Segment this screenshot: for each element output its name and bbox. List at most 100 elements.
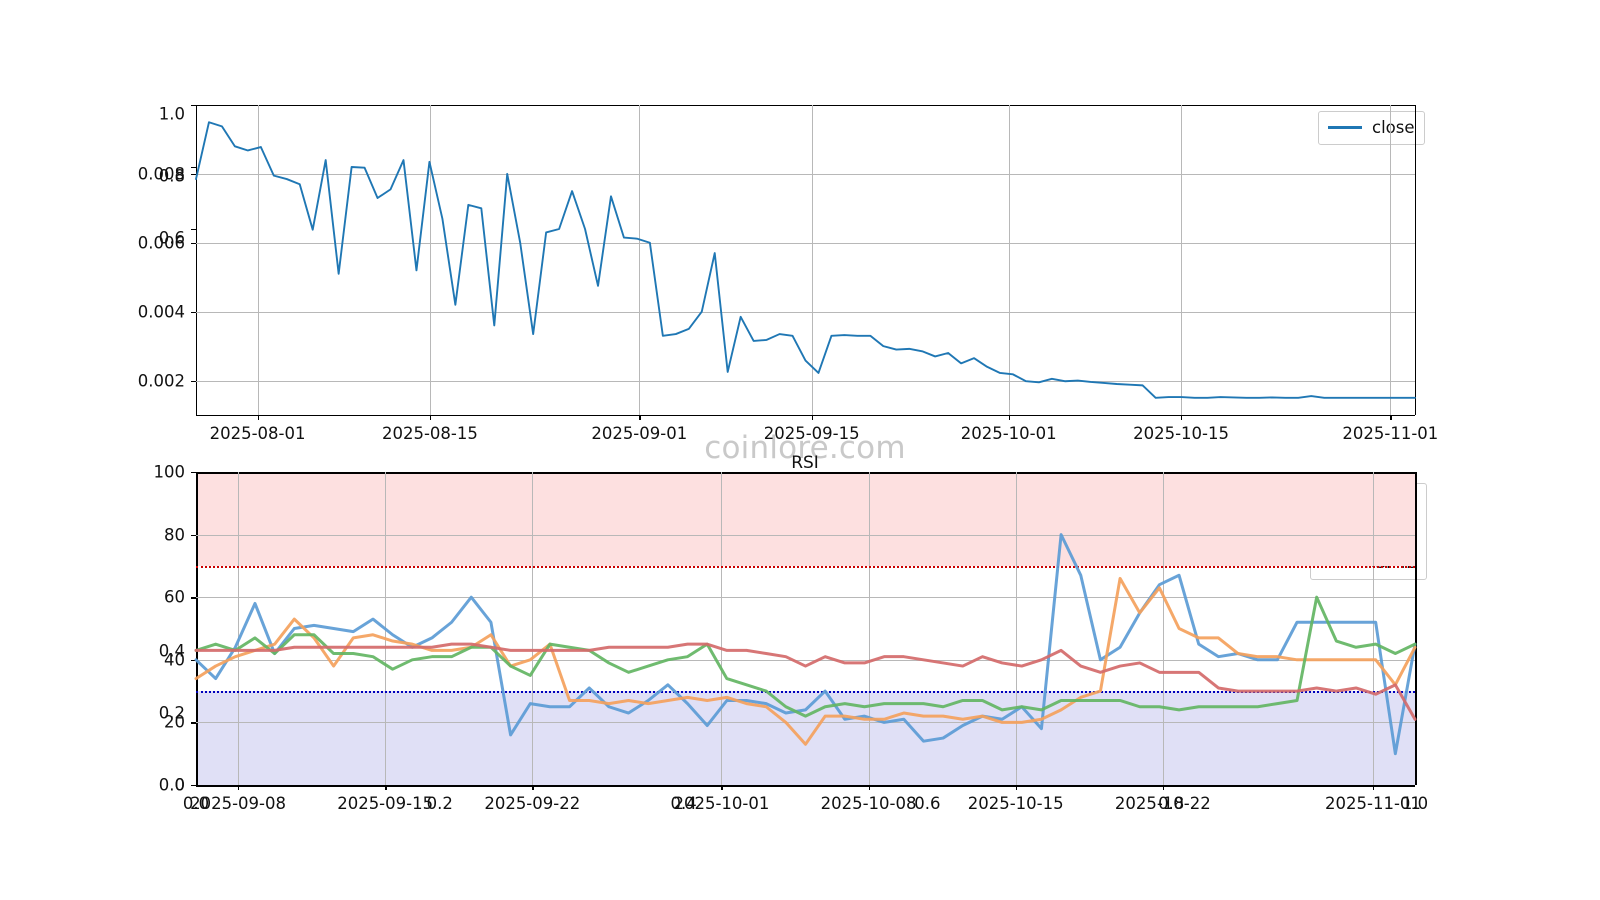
price-xtick-mark (1008, 415, 1011, 420)
rsi-gridline-h (196, 534, 1415, 536)
price-ytick2-mark (191, 229, 196, 231)
rsi-xtick-label: 2025-10-15 (967, 794, 1064, 813)
rsi-xtick-mark (868, 785, 870, 790)
price-legend[interactable]: close (1318, 111, 1425, 145)
price-ytick-mark (191, 380, 196, 382)
rsi-xtick2-label: 0.0 (182, 794, 210, 813)
price-ytick2-label: 0.8 (158, 166, 185, 186)
rsi-gridline-h (196, 722, 1415, 724)
price-xtick-label: 2025-09-01 (591, 424, 688, 443)
rsi-xtick2-label: 0.8 (1158, 794, 1185, 813)
rsi-ytick2-label: 0.0 (158, 775, 185, 795)
price-plot-area (196, 105, 1415, 415)
price-ytick-label: 0.004 (137, 302, 185, 322)
rsi-gridline-v (532, 472, 534, 785)
price-xtick-label: 2025-08-15 (381, 424, 478, 443)
rsi-xtick-label: 2025-09-08 (190, 794, 286, 813)
rsi-ytick-label: 100 (153, 462, 186, 482)
rsi-ytick-mark (191, 534, 196, 536)
price-chart-panel (0, 0, 1600, 450)
rsi-ytick-label: 20 (164, 712, 185, 732)
legend-swatch-close (1328, 126, 1362, 129)
rsi-gridline-v (1015, 472, 1017, 785)
rsi-xtick-mark (385, 785, 387, 790)
rsi-xtick-mark (532, 785, 534, 790)
rsi-xtick-mark (1162, 785, 1165, 790)
rsi-gridline-h (196, 659, 1415, 661)
price-gridline-h (196, 311, 1415, 313)
price-close-line (195, 121, 1416, 399)
rsi-line-rsi-42 (194, 642, 1417, 721)
rsi-oversold-line (196, 691, 1415, 694)
price-xtick-mark (811, 415, 814, 420)
rsi-ytick2-mark (191, 785, 196, 787)
rsi-axis-top (196, 472, 1415, 474)
rsi-xtick-mark (1372, 785, 1375, 790)
price-xtick-label: 2025-10-01 (960, 424, 1057, 443)
price-gridline-v (1390, 105, 1392, 415)
rsi-xtick2-label: 0.2 (426, 794, 453, 813)
rsi-gridline-v (868, 472, 870, 785)
rsi-axis-right (1415, 472, 1417, 785)
legend-item-close[interactable]: close (1328, 117, 1415, 138)
rsi-gridline-v (721, 472, 723, 785)
price-axis-right (1415, 105, 1417, 415)
rsi-line-rsi-14 (194, 576, 1417, 746)
rsi-xtick-label: 2025-11-01 (1325, 794, 1421, 813)
rsi-overbought-line (196, 565, 1415, 568)
price-gridline-v (1181, 105, 1183, 415)
price-gridline-v (257, 105, 259, 415)
price-gridline-v (429, 105, 431, 415)
rsi-xtick2-label: 1.0 (1401, 794, 1429, 813)
price-xtick-label: 2025-08-01 (209, 424, 306, 443)
price-xtick-label: 2025-09-15 (763, 424, 860, 443)
price-ytick2-label: 0.6 (158, 228, 185, 248)
price-gridline-h (196, 173, 1415, 175)
price-ytick2-label: 1.0 (158, 104, 185, 124)
price-ytick2-mark (191, 105, 196, 107)
price-axis-top (196, 105, 1415, 107)
rsi-xtick-label: 2025-09-22 (484, 794, 581, 813)
rsi-xtick-mark (238, 785, 240, 790)
rsi-xtick-label: 2025-10-08 (820, 794, 917, 813)
watermark: coinlore.com (704, 430, 906, 466)
rsi-ytick-label: 0 (174, 775, 186, 795)
price-ytick2-mark (191, 167, 196, 169)
price-gridline-h (196, 380, 1415, 382)
rsi-xtick2-label: 0.4 (670, 794, 697, 813)
price-axis-bottom (196, 415, 1415, 417)
rsi-plot-title: RSI (791, 453, 819, 473)
legend-label: close (1372, 118, 1415, 137)
rsi-line-rsi-9 (194, 533, 1417, 756)
rsi-gridline-v (238, 472, 240, 785)
price-xtick-mark (1181, 415, 1183, 420)
rsi-xtick2-label: 0.6 (914, 794, 941, 813)
price-axis-left (196, 105, 198, 415)
rsi-axis-bottom (196, 785, 1415, 787)
rsi-xtick-label: 2025-09-15 (337, 794, 434, 813)
rsi-ytick-label: 40 (164, 650, 185, 670)
rsi-xtick-label: 2025-10-22 (1114, 794, 1211, 813)
price-gridline-v (1008, 105, 1010, 415)
price-xtick-label: 2025-10-15 (1133, 424, 1229, 443)
rsi-ytick2-mark (191, 659, 196, 662)
price-xtick-mark (639, 415, 641, 420)
rsi-ytick2-label: 0.2 (158, 703, 185, 723)
price-gridline-v (639, 105, 641, 415)
price-ytick-mark (191, 173, 196, 176)
price-xtick-mark (1390, 415, 1392, 420)
rsi-overbought-band (196, 472, 1415, 566)
price-ytick-label: 0.006 (137, 233, 185, 253)
price-ytick-label: 0.008 (137, 164, 185, 184)
price-xtick-mark (429, 415, 432, 420)
price-gridline-h (196, 242, 1415, 244)
rsi-xtick-mark (1015, 785, 1018, 790)
rsi-ytick-label: 60 (164, 587, 185, 607)
rsi-axis-left (196, 472, 198, 785)
rsi-gridline-v (1372, 472, 1374, 785)
rsi-gridline-h (196, 597, 1415, 599)
rsi-ytick-mark (191, 472, 196, 474)
